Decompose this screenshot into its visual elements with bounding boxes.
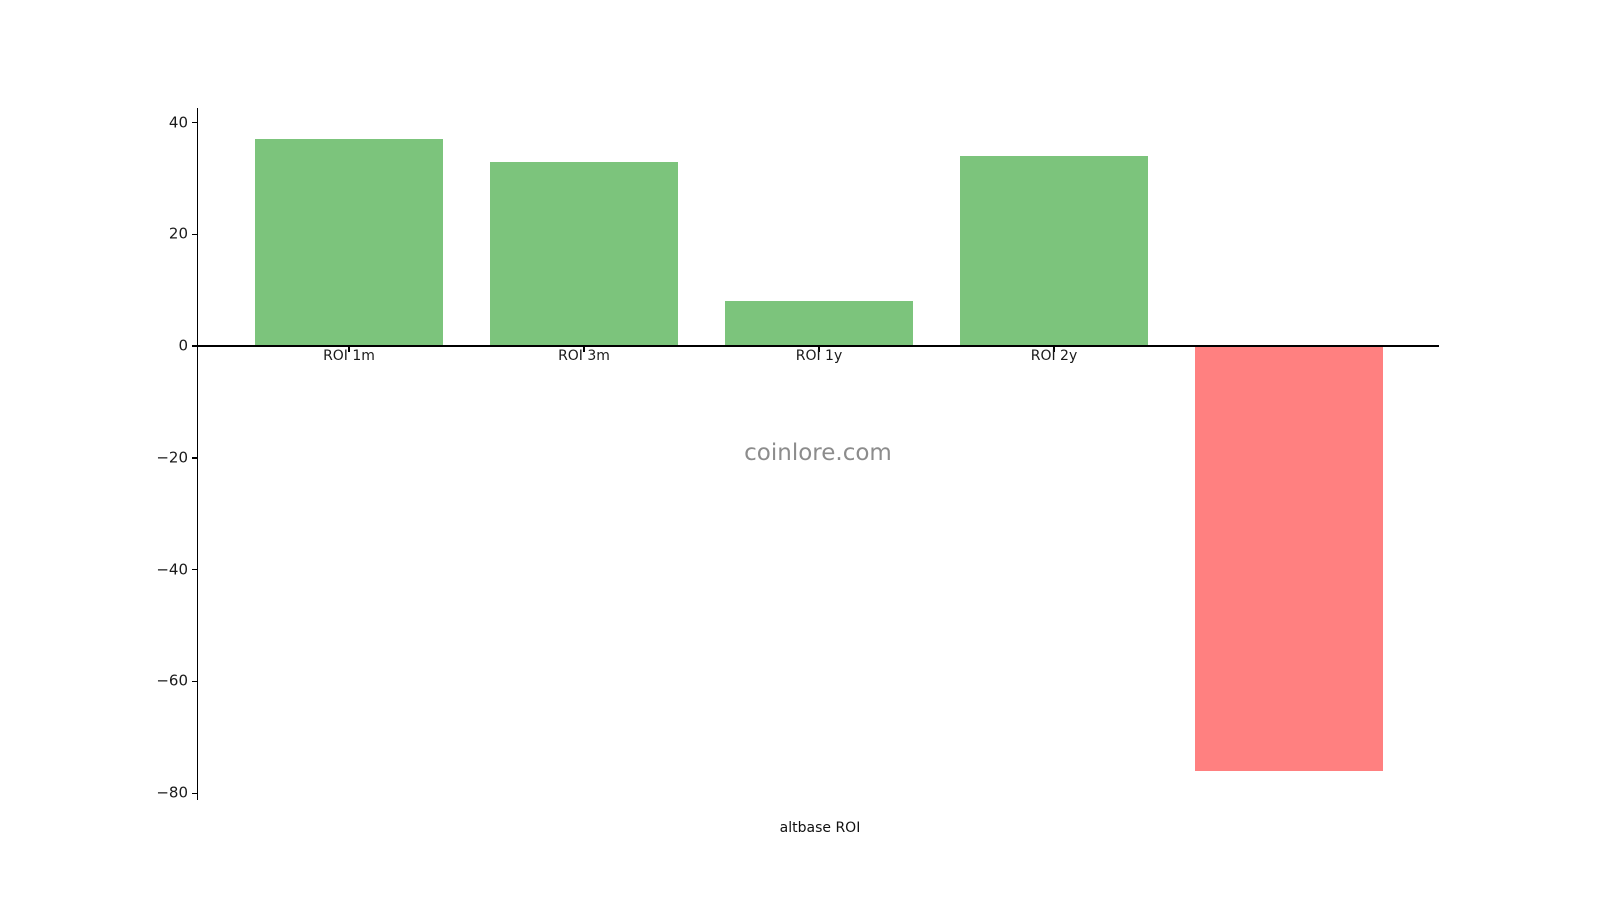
y-axis-line	[196, 108, 198, 800]
y-tick-label: 0	[178, 336, 188, 355]
x-tick-mark	[818, 346, 820, 353]
y-tick-mark	[192, 121, 198, 124]
roi-bar-1	[255, 139, 443, 347]
watermark-text: coinlore.com	[744, 440, 892, 466]
x-tick-label: ROI 1y	[795, 348, 843, 365]
roi-bar-4	[960, 156, 1148, 347]
roi-bar-2	[490, 161, 678, 347]
y-tick-mark	[192, 457, 198, 459]
y-tick-mark	[192, 345, 198, 347]
x-tick-label: ROI 3m	[558, 348, 610, 365]
x-tick-label: ROI 1m	[323, 348, 375, 365]
y-tick-label: 40	[168, 113, 188, 132]
y-tick-label: −80	[156, 783, 188, 802]
x-tick-mark	[583, 346, 585, 353]
x-tick-mark	[1053, 346, 1055, 353]
roi-bar-3	[725, 301, 913, 347]
y-tick-label: −40	[156, 560, 188, 579]
x-tick-mark	[348, 346, 350, 353]
y-tick-label: 20	[168, 224, 188, 243]
x-axis-line	[198, 345, 1439, 347]
roi-bar-5	[1195, 346, 1383, 771]
y-tick-mark	[192, 792, 198, 794]
y-tick-mark	[192, 680, 198, 683]
y-tick-mark	[192, 569, 198, 571]
x-tick-label: ROI 2y	[1030, 348, 1078, 365]
y-tick-label: −60	[156, 671, 188, 690]
y-tick-mark	[192, 233, 198, 236]
x-axis-title: altbase ROI	[779, 820, 861, 836]
y-tick-label: −20	[156, 448, 188, 467]
